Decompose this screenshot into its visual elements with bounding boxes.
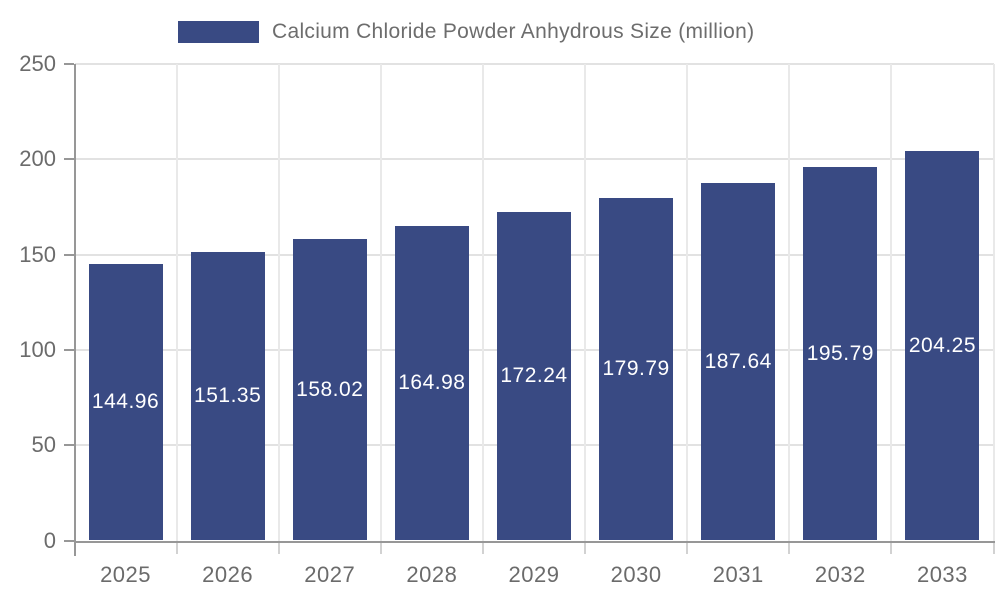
gridline-vertical (481, 64, 484, 541)
y-tick-mark (64, 253, 74, 256)
gridline-vertical (379, 64, 382, 541)
gridline-vertical (992, 64, 995, 541)
gridline-vertical (890, 64, 893, 541)
y-axis-tick-label: 150 (19, 241, 56, 267)
bar[interactable] (190, 252, 265, 541)
gridline-horizontal (74, 158, 994, 161)
x-tick-mark (584, 540, 587, 554)
x-tick-mark (277, 540, 280, 554)
bar-value-label: 151.35 (194, 384, 262, 408)
x-axis-tick-label: 2033 (916, 561, 968, 587)
bar-value-label: 144.96 (91, 390, 160, 414)
y-tick-mark (64, 539, 74, 542)
gridline-vertical (788, 64, 791, 541)
bar-value-label: 158.02 (296, 377, 364, 401)
gridline-vertical (175, 64, 178, 541)
bar-value-label: 179.79 (602, 357, 670, 381)
legend[interactable]: Calcium Chloride Powder Anhydrous Size (… (178, 20, 754, 44)
x-axis-tick-label: 2031 (712, 561, 764, 587)
x-axis-tick-label: 2026 (202, 561, 254, 587)
bar-value-label: 204.25 (908, 333, 977, 357)
y-tick-mark (64, 348, 74, 351)
x-tick-mark (890, 540, 893, 554)
bar[interactable] (497, 212, 571, 541)
x-axis-tick-label: 2032 (814, 561, 866, 587)
y-tick-mark (64, 444, 74, 447)
x-axis-tick-label: 2025 (100, 561, 152, 587)
bar-value-label: 172.24 (500, 364, 568, 388)
bar-value-label: 187.64 (704, 349, 772, 373)
gridline-vertical (584, 64, 587, 541)
bar-value-label: 164.98 (398, 371, 466, 395)
bar-value-label: 195.79 (806, 341, 874, 365)
y-tick-mark (64, 63, 74, 65)
bar[interactable] (292, 239, 367, 541)
x-axis-tick-label: 2028 (406, 561, 458, 587)
x-tick-mark (481, 540, 484, 554)
gridline-vertical (686, 64, 689, 541)
legend-swatch-icon (178, 21, 259, 43)
y-axis-tick-label: 200 (19, 146, 56, 172)
gridline-horizontal (74, 63, 994, 65)
x-tick-mark (992, 540, 995, 554)
x-axis-tick-label: 2027 (304, 561, 356, 587)
bar[interactable] (599, 197, 674, 541)
legend-label: Calcium Chloride Powder Anhydrous Size (… (272, 20, 755, 43)
bar[interactable] (803, 167, 878, 541)
bar[interactable] (701, 182, 776, 541)
y-axis-tick-label: 250 (19, 51, 56, 76)
y-tick-mark (64, 158, 74, 161)
y-axis-tick-label: 100 (19, 336, 56, 362)
x-tick-mark (175, 540, 178, 554)
x-tick-mark (686, 540, 689, 554)
x-axis-line (73, 540, 995, 543)
gridline-vertical (277, 64, 280, 541)
x-axis-tick-label: 2030 (610, 561, 662, 587)
x-axis-tick-label: 2029 (508, 561, 560, 587)
x-tick-mark (788, 540, 791, 554)
bar[interactable] (905, 151, 980, 541)
y-axis-tick-label: 50 (31, 432, 56, 458)
x-tick-mark (379, 540, 382, 554)
bar[interactable] (394, 226, 469, 541)
bar[interactable] (88, 264, 163, 541)
y-axis-line (73, 64, 76, 556)
y-axis-tick-label: 0 (43, 527, 56, 553)
